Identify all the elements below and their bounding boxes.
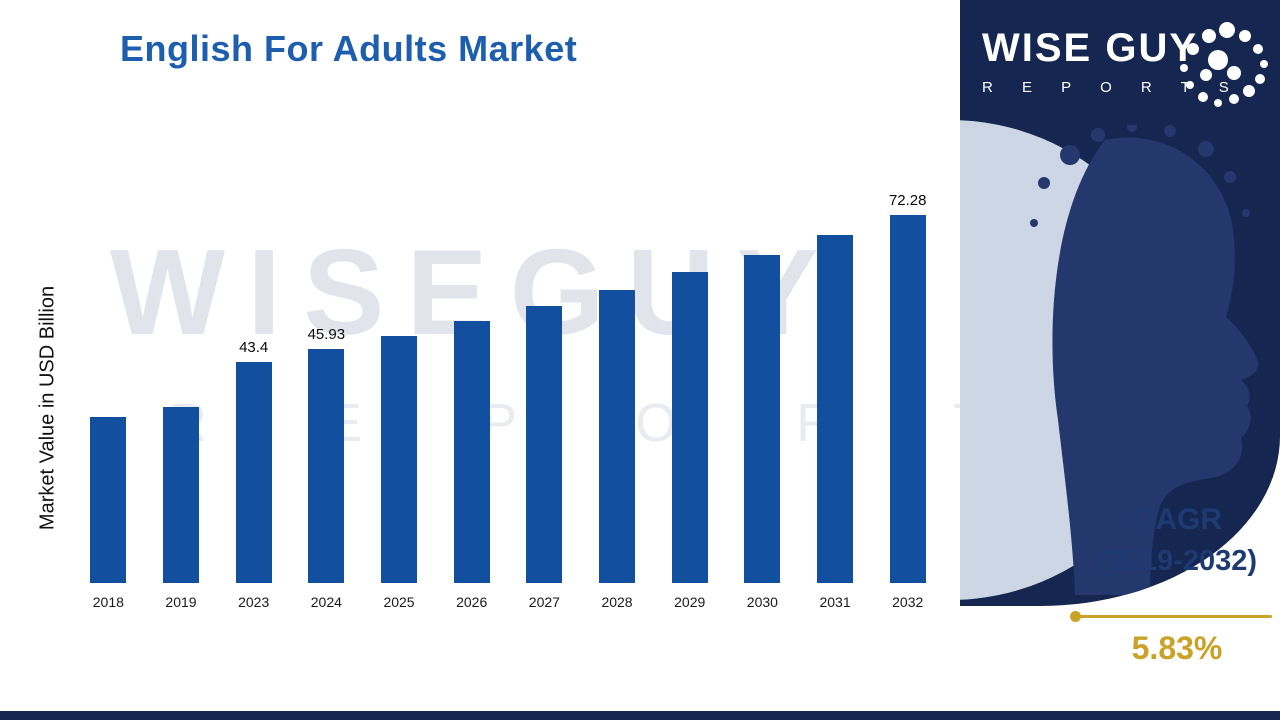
bar-value-label: 72.28: [888, 192, 927, 209]
bar: [889, 215, 926, 583]
bar: [744, 255, 781, 583]
x-tick-label: 2023: [238, 594, 270, 610]
bar-group: 2028: [581, 183, 654, 613]
cagr-range: (2019-2032): [1099, 545, 1257, 577]
bar-group: 2026: [435, 183, 508, 613]
logo: WISE GUY R E P O R T S: [982, 26, 1241, 96]
bar: [671, 272, 708, 583]
x-tick-label: 2018: [92, 594, 124, 610]
bar: [90, 417, 127, 583]
bar: [163, 407, 199, 583]
x-tick-label: 2028: [601, 594, 633, 610]
bar-group: 2030: [726, 183, 799, 613]
x-tick-label: 2030: [746, 594, 778, 610]
bar: [381, 336, 418, 583]
cagr-block: CAGR (2019-2032): [1078, 503, 1278, 578]
x-tick-label: 2025: [383, 594, 415, 610]
bar: [817, 235, 854, 583]
bar-group: 2031: [799, 183, 872, 613]
bar-group: 2027: [508, 183, 581, 613]
logo-dots-icon: [1180, 22, 1268, 107]
bar-value-label: 45.93: [307, 326, 346, 343]
bar-group: 2025: [363, 183, 436, 613]
face-profile-illustration: [1030, 125, 1259, 595]
x-tick-label: 2029: [674, 594, 706, 610]
bar-group: 2029: [653, 183, 726, 613]
bar-value-label: 43.4: [239, 339, 269, 356]
bar-chart: 2018 2019 43.4 2023 45.93 2024 2025 2026 2027 202…: [72, 183, 944, 613]
bar: [308, 349, 345, 583]
x-tick-label: 2032: [892, 594, 924, 610]
cagr-value: 5.83%: [1131, 630, 1223, 666]
bar-group: 2019: [145, 183, 218, 613]
footer-strip: [0, 711, 1280, 720]
bar-group: 43.4 2023: [217, 183, 290, 613]
bar-group: 72.28 2032: [871, 183, 944, 613]
bar-group: 2018: [72, 183, 145, 613]
divider-dot: [1070, 611, 1081, 622]
divider-line: [1076, 615, 1272, 618]
x-tick-label: 2024: [310, 594, 342, 610]
brand-panel: WISE GUY R E P O R T S: [960, 0, 1280, 606]
x-tick-label: 2031: [819, 594, 851, 610]
x-tick-label: 2026: [456, 594, 488, 610]
cagr-label: CAGR: [1133, 503, 1223, 536]
y-axis-label: Market Value in USD Billion: [36, 285, 59, 531]
x-tick-label: 2019: [165, 594, 197, 610]
bar: [453, 321, 490, 583]
bar: [599, 290, 636, 583]
bar: [526, 306, 563, 583]
logo-wordmark: WISE GUY: [982, 26, 1199, 70]
page-title: English For Adults Market: [120, 28, 578, 69]
x-tick-label: 2027: [528, 594, 560, 610]
bar: [235, 362, 272, 583]
bar-group: 45.93 2024: [290, 183, 363, 613]
logo-subtext: R E P O R T S: [982, 79, 1242, 96]
